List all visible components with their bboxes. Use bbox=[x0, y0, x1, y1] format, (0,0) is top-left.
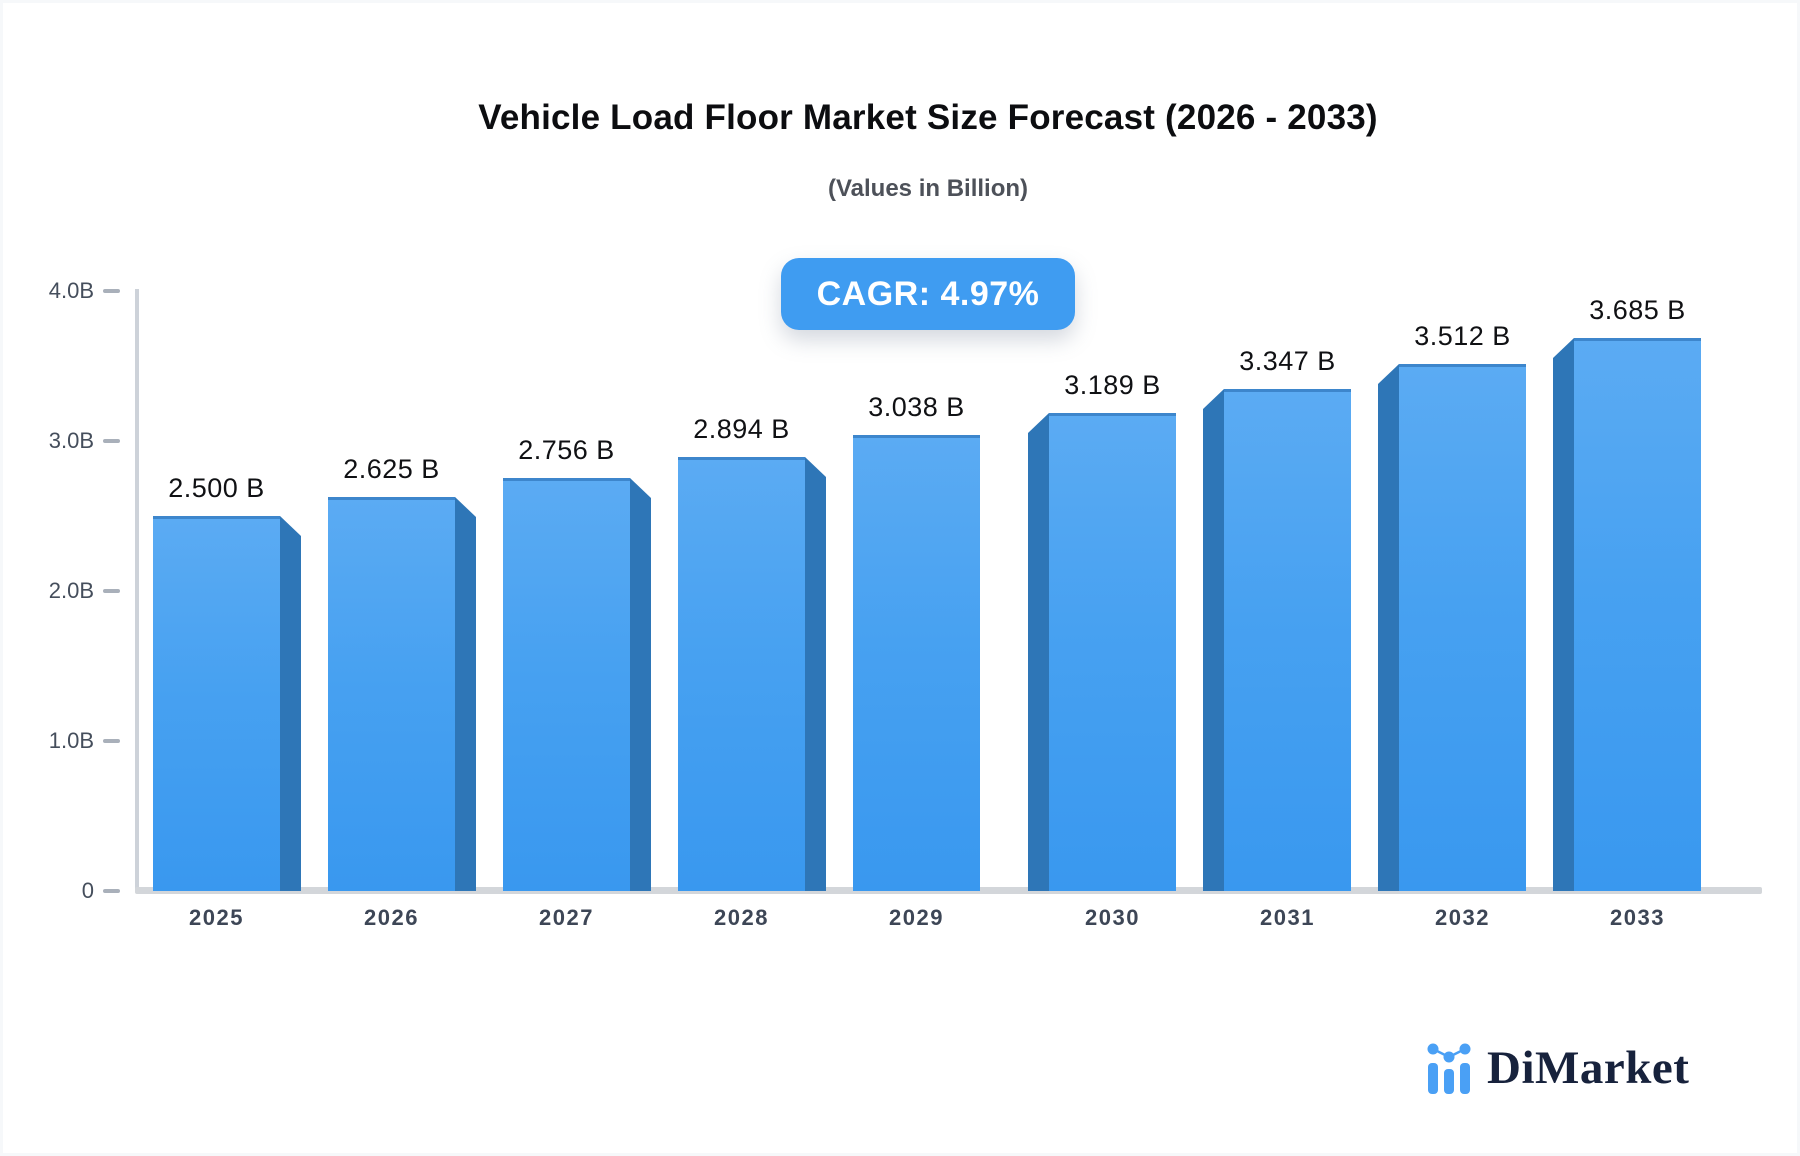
y-axis-line bbox=[135, 289, 139, 891]
bar-value-label: 3.038 B bbox=[868, 392, 965, 422]
bar-value-label: 3.512 B bbox=[1414, 321, 1511, 351]
chart-card: Vehicle Load Floor Market Size Forecast … bbox=[3, 3, 1797, 1153]
bar-side bbox=[1203, 389, 1224, 891]
y-axis-tick bbox=[103, 589, 120, 593]
bar-side bbox=[280, 516, 301, 891]
bar-side bbox=[630, 478, 651, 891]
bar-face bbox=[678, 457, 805, 891]
y-axis-tick bbox=[103, 439, 120, 443]
cagr-badge: CAGR: 4.97% bbox=[780, 258, 1076, 330]
y-axis-tick bbox=[103, 289, 120, 293]
bar-face bbox=[1049, 413, 1176, 891]
bar-side bbox=[1553, 338, 1574, 891]
bar-face bbox=[1224, 389, 1351, 891]
bar-face bbox=[153, 516, 280, 891]
y-axis-label: 2.0B bbox=[48, 578, 94, 603]
x-axis-label: 2027 bbox=[539, 905, 594, 930]
bar-side bbox=[1378, 364, 1399, 891]
x-axis-label: 2030 bbox=[1085, 905, 1140, 930]
x-axis-label: 2032 bbox=[1435, 905, 1490, 930]
bar-face bbox=[503, 478, 630, 891]
x-axis-label: 2031 bbox=[1260, 905, 1315, 930]
bar-face bbox=[853, 435, 980, 891]
y-axis-label: 4.0B bbox=[48, 278, 94, 303]
x-axis-label: 2033 bbox=[1610, 905, 1665, 930]
y-axis-tick bbox=[103, 889, 120, 893]
bar-value-label: 3.347 B bbox=[1239, 346, 1336, 376]
chart-subtitle: (Values in Billion) bbox=[827, 175, 1029, 202]
chart-title: Vehicle Load Floor Market Size Forecast … bbox=[478, 98, 1378, 137]
bar-face bbox=[1399, 364, 1526, 891]
bar-face bbox=[328, 497, 455, 891]
y-axis-label: 0 bbox=[81, 878, 94, 903]
x-axis-label: 2026 bbox=[364, 905, 419, 930]
x-axis-label: 2025 bbox=[189, 905, 244, 930]
bar-value-label: 2.500 B bbox=[168, 473, 265, 503]
y-axis-label: 1.0B bbox=[48, 728, 94, 753]
x-axis-label: 2029 bbox=[889, 905, 944, 930]
bar-value-label: 2.756 B bbox=[518, 435, 615, 465]
bar-face bbox=[1574, 338, 1701, 891]
bar-value-label: 2.894 B bbox=[693, 414, 790, 444]
bar-side bbox=[455, 497, 476, 891]
y-axis-label: 3.0B bbox=[48, 428, 94, 453]
bar-side bbox=[805, 457, 826, 891]
bar-value-label: 3.685 B bbox=[1589, 295, 1686, 325]
y-axis-tick bbox=[103, 739, 120, 743]
x-axis-label: 2028 bbox=[714, 905, 769, 930]
dimarket-logo-text: DiMarket bbox=[1487, 1042, 1690, 1094]
bar-value-label: 2.625 B bbox=[343, 454, 440, 484]
cagr-badge-wrapper: CAGR: 4.97% bbox=[53, 258, 1800, 330]
bar-value-label: 3.189 B bbox=[1064, 370, 1161, 400]
bar-side bbox=[1028, 413, 1049, 891]
dimarket-logo-icon bbox=[1427, 1043, 1471, 1094]
dimarket-logo: DiMarket bbox=[1427, 1041, 1689, 1095]
